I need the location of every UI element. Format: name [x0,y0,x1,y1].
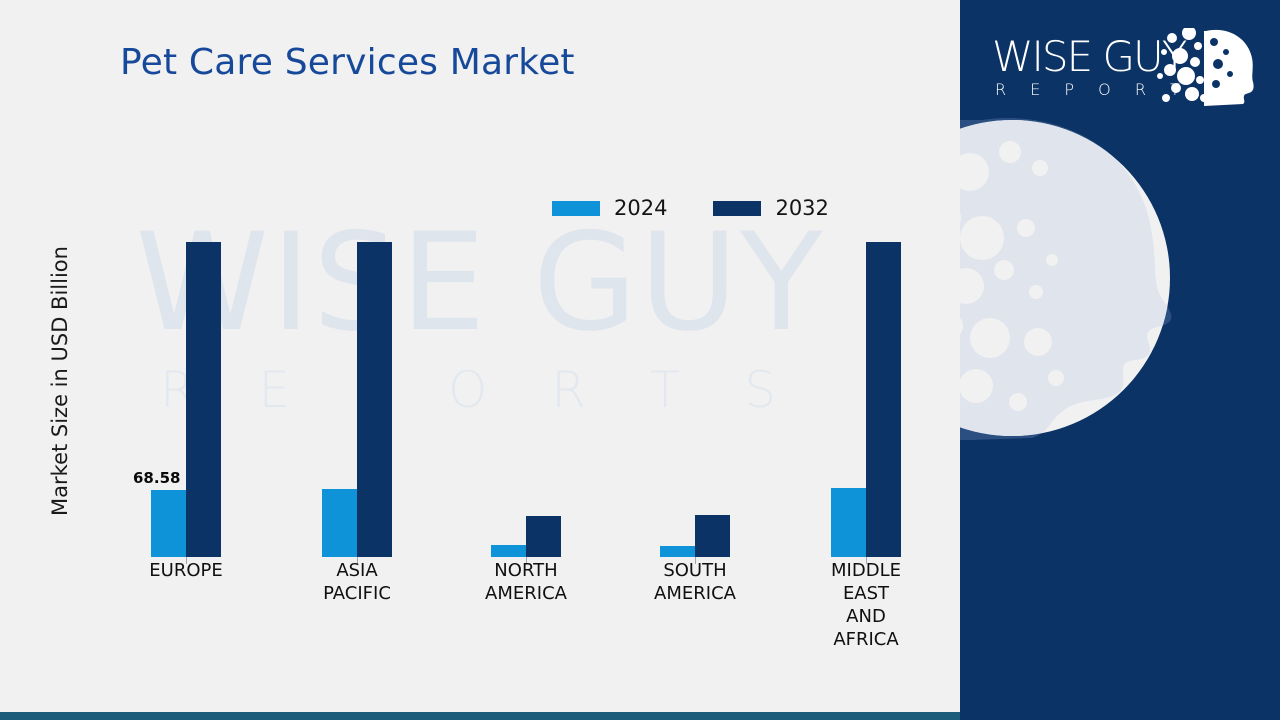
bar-group: EUROPE 68.58 [133,227,223,581]
legend-label-2024: 2024 [614,196,668,220]
brand-panel: WISE GUY R E P O R T S [960,0,1280,720]
bar-2032[interactable] [695,515,730,557]
plot-area: EUROPE 68.58 ASIA PACIFIC NORTH AMERICA SOUT… [133,227,901,650]
logo-circle-overlay [960,120,1170,436]
category-label: MIDDLE EAST AND AFRICA [831,560,901,650]
bar-group: ASIA PACIFIC [322,227,392,604]
page-title: Pet Care Services Market [120,42,575,83]
bar-2024[interactable] [151,490,186,557]
category-label: ASIA PACIFIC [323,560,391,604]
bar-2024[interactable] [660,546,695,557]
category-label: NORTH AMERICA [485,560,567,604]
logo-brand-text: WISE GUY [992,32,1187,81]
bar-pair [660,227,730,557]
axis-tick [695,557,696,564]
chart-legend: 2024 2032 [552,196,829,220]
bar-pair [491,227,561,557]
bar-group: SOUTH AMERICA [654,227,736,604]
bar-group: MIDDLE EAST AND AFRICA [831,227,901,650]
bar-pair [831,227,901,557]
bar-2032[interactable] [526,516,561,557]
bar-pair [322,227,392,557]
bar-2024[interactable] [491,545,526,557]
bar-pair [151,227,221,557]
axis-tick [526,557,527,564]
category-label: SOUTH AMERICA [654,560,736,604]
brand-logo: WISE GUY R E P O R T S [992,28,1254,106]
bar-2024[interactable] [322,489,357,557]
bottom-accent-strip [0,712,960,720]
faded-head-icon [960,120,1170,436]
logo-head-dots-icon [1157,28,1254,106]
legend-swatch-2024 [552,200,600,216]
axis-tick [357,557,358,564]
chart-panel: WISE GUY R E P O R T S Pet Care Services… [48,42,901,650]
bar-group: NORTH AMERICA [485,227,567,604]
legend-label-2032: 2032 [775,196,829,220]
bar-2032[interactable] [186,242,221,557]
logo-tagline-text: R E P O R T S [995,80,1224,99]
bar-2032[interactable] [866,242,901,557]
legend-swatch-2032 [713,200,762,216]
legend-item-2032[interactable]: 2032 [713,196,829,220]
category-label: EUROPE [149,560,223,581]
axis-tick [866,557,867,564]
bar-value-label: 68.58 [133,469,181,487]
bar-2032[interactable] [357,242,392,557]
legend-item-2024[interactable]: 2024 [552,196,667,220]
axis-tick [186,557,187,564]
bar-2024[interactable] [831,488,866,557]
